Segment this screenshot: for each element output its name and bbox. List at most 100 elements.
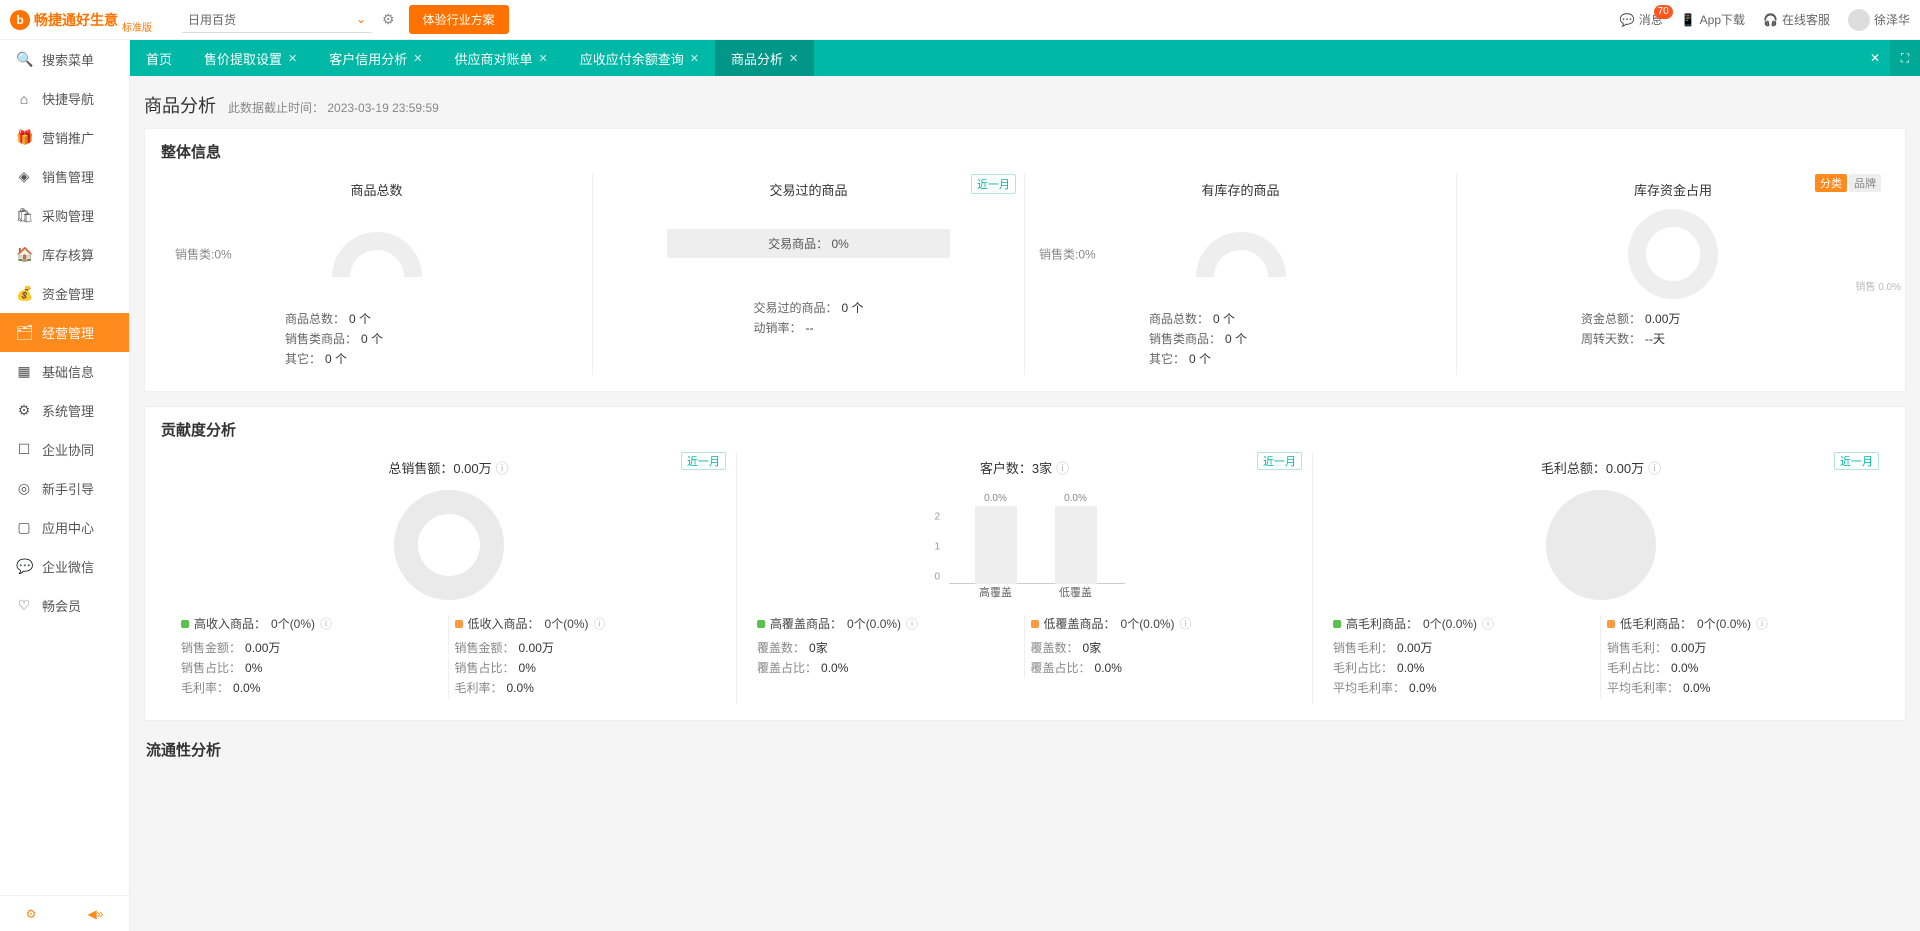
user-menu[interactable]: 徐泽华 bbox=[1848, 9, 1910, 31]
sidebar-label: 资金管理 bbox=[42, 284, 94, 303]
help-icon[interactable]: ⓘ bbox=[1482, 615, 1494, 632]
tab[interactable]: 首页 bbox=[130, 40, 188, 76]
sidebar-item[interactable]: ♡畅会员 bbox=[0, 586, 129, 625]
settings-icon[interactable]: ⚙ bbox=[26, 907, 37, 921]
tab[interactable]: 供应商对账单✕ bbox=[438, 40, 563, 76]
sidebar-label: 新手引导 bbox=[42, 479, 94, 498]
period-tag[interactable]: 近一月 bbox=[681, 452, 726, 470]
sidebar-icon: 🏠 bbox=[16, 246, 32, 263]
overall-section: 整体信息 商品总数 销售类:0% 商品总数：0 个 销售类商品：0 个 其它：0… bbox=[144, 128, 1906, 392]
tab-label: 商品分析 bbox=[731, 49, 783, 68]
tab[interactable]: 应收应付余额查询 ✕ bbox=[564, 40, 715, 76]
overall-heading: 整体信息 bbox=[161, 141, 1889, 162]
tag-brand[interactable]: 品牌 bbox=[1849, 174, 1881, 192]
sidebar-item[interactable]: 🏠 库存核算 bbox=[0, 235, 129, 274]
phone-icon: 📱 bbox=[1681, 13, 1696, 27]
stat-row: 销售类商品：0 个 bbox=[1149, 329, 1442, 349]
stat-col-high: 高毛利商品：0个(0.0%)ⓘ 销售毛利：0.00万 毛利占比：0.0% 平均毛… bbox=[1327, 615, 1601, 698]
tab-label: 应收应付余额查询 bbox=[580, 49, 684, 68]
help-icon[interactable]: ⓘ bbox=[1648, 461, 1661, 476]
tab[interactable]: 客户信用分析✕ bbox=[313, 40, 438, 76]
sidebar-item[interactable]: ◎新手引导 bbox=[0, 469, 129, 508]
card-inventory-capital: 分类 品牌 库存资金占用 销售 0.0% 资金总额：0.00万 周转天数：--天 bbox=[1457, 174, 1889, 375]
gauge-chart bbox=[1196, 232, 1286, 277]
sidebar-icon: 💰 bbox=[16, 285, 32, 302]
close-icon[interactable]: ✕ bbox=[413, 52, 422, 65]
tab[interactable]: 商品分析 ✕ bbox=[715, 40, 814, 76]
tab[interactable]: 售价提取设置✕ bbox=[188, 40, 313, 76]
messages-link[interactable]: 💬 消息 70 bbox=[1620, 11, 1663, 28]
sidebar-label: 畅会员 bbox=[42, 596, 81, 615]
help-icon[interactable]: ⓘ bbox=[320, 615, 332, 632]
avatar bbox=[1848, 9, 1870, 31]
help-icon[interactable]: ⓘ bbox=[1756, 615, 1768, 632]
sidebar-icon: 🛍 bbox=[16, 207, 32, 224]
help-icon[interactable]: ⓘ bbox=[1180, 615, 1192, 632]
card-title: 商品总数 bbox=[175, 180, 578, 199]
sidebar-icon: 🗂 bbox=[16, 324, 32, 341]
help-icon[interactable]: ⓘ bbox=[906, 615, 918, 632]
pie-chart bbox=[1546, 490, 1656, 600]
sidebar-label: 库存核算 bbox=[42, 245, 94, 264]
category-select[interactable]: 日用百货 ⌄ bbox=[182, 7, 372, 33]
stat-col-low: 低覆盖商品：0个(0.0%)ⓘ 覆盖数：0家 覆盖占比：0.0% bbox=[1025, 615, 1299, 678]
app-download-link[interactable]: 📱 App下载 bbox=[1681, 11, 1745, 28]
sidebar-item[interactable]: 🔍搜索菜单 bbox=[0, 40, 129, 79]
headset-icon: 🎧 bbox=[1763, 13, 1778, 27]
sidebar-label: 采购管理 bbox=[42, 206, 94, 225]
logo[interactable]: b 畅捷通好生意 bbox=[10, 10, 118, 30]
tag-category[interactable]: 分类 bbox=[1815, 174, 1847, 192]
stat-row: 销售类商品：0 个 bbox=[285, 329, 578, 349]
period-tag[interactable]: 近一月 bbox=[1257, 452, 1302, 470]
sidebar-item[interactable]: ⚙系统管理 bbox=[0, 391, 129, 430]
sidebar-label: 系统管理 bbox=[42, 401, 94, 420]
help-icon[interactable]: ⓘ bbox=[594, 615, 606, 632]
gear-icon[interactable]: ⚙ bbox=[382, 11, 395, 28]
sidebar-item[interactable]: ▢ 应用中心 bbox=[0, 508, 129, 547]
sidebar-item[interactable]: ⌂快捷导航 bbox=[0, 79, 129, 118]
help-icon[interactable]: ⓘ bbox=[1056, 461, 1069, 476]
sidebar-label: 销售管理 bbox=[42, 167, 94, 186]
sidebar-item[interactable]: ☐企业协同 bbox=[0, 430, 129, 469]
collapse-icon[interactable]: ◀» bbox=[88, 907, 104, 921]
close-icon[interactable]: ✕ bbox=[288, 52, 297, 65]
card-total-products: 商品总数 销售类:0% 商品总数：0 个 销售类商品：0 个 其它：0 个 bbox=[161, 174, 593, 375]
sidebar-item[interactable]: 🎁营销推广 bbox=[0, 118, 129, 157]
sidebar-item[interactable]: 🛍 采购管理 bbox=[0, 196, 129, 235]
sidebar: 🔍搜索菜单⌂快捷导航🎁营销推广◈销售管理 🛍 采购管理 🏠 库存核算 💰 资金管理 🗂 经营管理… bbox=[0, 40, 130, 931]
stat-row: 其它：0 个 bbox=[1149, 349, 1442, 369]
period-tag[interactable]: 近一月 bbox=[1834, 452, 1879, 470]
sidebar-item[interactable]: 🗂 经营管理 bbox=[0, 313, 129, 352]
contrib-card-customers: 近一月 客户数：3家ⓘ 0 1 2 0.0% 高覆盖 0.0% bbox=[737, 452, 1313, 704]
tab-expand-button[interactable]: ⛶ bbox=[1890, 40, 1920, 76]
close-icon[interactable]: ✕ bbox=[789, 52, 798, 65]
sidebar-label: 搜索菜单 bbox=[42, 50, 94, 69]
page-header: 商品分析 此数据截止时间： 2023-03-19 23:59:59 bbox=[144, 86, 1906, 128]
sidebar-item[interactable]: 💬企业微信 bbox=[0, 547, 129, 586]
trial-button[interactable]: 体验行业方案 bbox=[409, 5, 509, 34]
close-icon[interactable]: ✕ bbox=[690, 52, 699, 65]
legend-dot-icon bbox=[181, 620, 189, 628]
sidebar-label: 经营管理 bbox=[42, 323, 94, 342]
main-content: 商品分析 此数据截止时间： 2023-03-19 23:59:59 整体信息 商… bbox=[130, 76, 1920, 931]
period-tag[interactable]: 近一月 bbox=[971, 174, 1016, 194]
sidebar-icon: ▢ bbox=[16, 519, 32, 536]
sidebar-icon: ▦ bbox=[16, 363, 32, 380]
online-service-link[interactable]: 🎧 在线客服 bbox=[1763, 11, 1830, 28]
legend-dot-icon bbox=[1333, 620, 1341, 628]
donut-side-label: 销售 0.0% bbox=[1855, 278, 1901, 293]
sidebar-item[interactable]: ◈销售管理 bbox=[0, 157, 129, 196]
stat-col-high: 高收入商品：0个(0%)ⓘ 销售金额：0.00万 销售占比：0% 毛利率：0.0… bbox=[175, 615, 449, 698]
card-traded-products: 近一月 交易过的商品 交易商品： 0% 交易过的商品：0 个 动销率：-- bbox=[593, 174, 1025, 375]
user-name: 徐泽华 bbox=[1874, 11, 1910, 28]
bar-low bbox=[1055, 506, 1097, 584]
tab-close-button[interactable]: ✕ bbox=[1860, 40, 1890, 76]
sidebar-item[interactable]: 💰 资金管理 bbox=[0, 274, 129, 313]
sidebar-label: 企业微信 bbox=[42, 557, 94, 576]
sidebar-item[interactable]: ▦基础信息 bbox=[0, 352, 129, 391]
close-icon[interactable]: ✕ bbox=[539, 52, 548, 65]
stat-row: 其它：0 个 bbox=[285, 349, 578, 369]
sidebar-label: 应用中心 bbox=[42, 518, 94, 537]
help-icon[interactable]: ⓘ bbox=[496, 461, 509, 476]
cutoff-text: 此数据截止时间： 2023-03-19 23:59:59 bbox=[228, 99, 439, 116]
